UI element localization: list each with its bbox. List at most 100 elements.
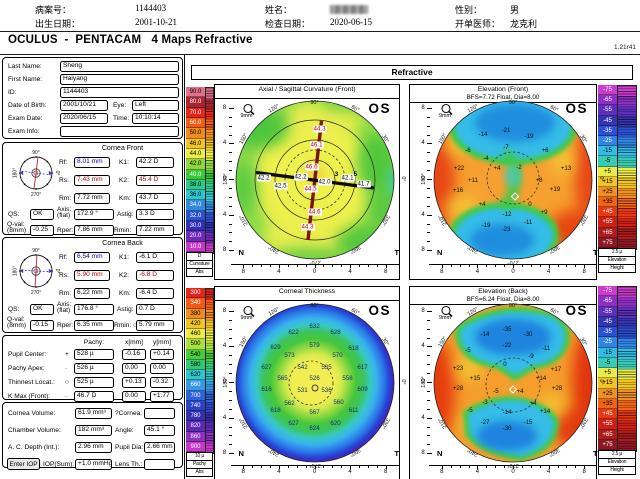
cornea-front-qval-label: Q-val: (8mm)	[7, 221, 26, 234]
eye-field[interactable]: Left	[132, 100, 179, 111]
chamber-row-value2[interactable]	[144, 459, 175, 470]
magnifier-icon[interactable]	[438, 103, 460, 119]
pachy-y-value[interactable]: +0.14	[150, 349, 174, 360]
pachy-value[interactable]: 46.7 D	[74, 391, 114, 402]
cornea-front-r-label: Rm:	[59, 195, 72, 202]
pachy-row-marker: ·	[65, 365, 68, 372]
time-field[interactable]: 10:10:14	[132, 113, 179, 124]
y-axis-tick	[228, 337, 232, 339]
chamber-row-label2: Angle:	[115, 427, 134, 434]
map-value-label: -14	[480, 331, 490, 338]
cornea-back-r-value[interactable]: 6.54 mm	[74, 252, 110, 263]
cornea-front-k-value[interactable]: 43.7 D	[136, 193, 174, 204]
cornea-back-axis-value[interactable]: 176.8 °	[74, 304, 114, 315]
x-axis-tick	[314, 264, 316, 268]
elevation-back-color-scale: -75 -65 -55 -45 -35 -25 -15 -5 +5 +15 +25 +35 +45 +55…	[598, 286, 637, 476]
chamber-row-value2[interactable]	[144, 408, 175, 419]
cornea-front-rper-value[interactable]: 7.86 mm	[74, 225, 114, 236]
y-axis-tick	[427, 187, 430, 189]
pachy-y-value[interactable]: -0.32	[150, 377, 174, 388]
cornea-back-astig-value[interactable]: 0.7 D	[136, 304, 174, 315]
map-overlay: OS 9mm N T 8 4 0 4 8 8 4 0 4 8 0° 30° 60° 90° 120° 150° 180°…	[215, 85, 406, 279]
cornea-back-astig-label: Astig:	[117, 306, 134, 313]
angle-label: 90°	[508, 303, 518, 309]
y-axis-tick	[228, 107, 234, 109]
exam-date-field[interactable]: 2020/06/15	[60, 113, 108, 124]
magnifier-icon[interactable]	[438, 305, 460, 321]
cornea-front-astig-value[interactable]: 3.3 D	[136, 209, 174, 220]
cornea-front-qs-value[interactable]: OK	[30, 209, 54, 220]
last-name-field[interactable]: Sheng	[60, 61, 179, 72]
y-axis-tick	[427, 310, 432, 312]
pachy-y-value[interactable]: 0.00	[150, 363, 174, 374]
cornea-back-k-value[interactable]: -6.1 D	[136, 252, 174, 263]
pachy-x-value[interactable]: +0.13	[122, 377, 146, 388]
cornea-back-qval-value[interactable]: -0.15	[30, 320, 54, 331]
scale-label: +15	[598, 176, 617, 187]
cornea-back-r-value[interactable]: 5.90 mm	[74, 270, 110, 281]
pachy-value[interactable]: 525 µ	[74, 377, 114, 388]
cornea-front-r-value[interactable]: 7.43 mm	[74, 175, 110, 186]
chamber-row-value[interactable]: +1.0 mmHg	[75, 459, 112, 470]
chamber-row-value2[interactable]: 2.66 mm	[144, 442, 175, 453]
pachy-x-value[interactable]: -0.16	[122, 349, 146, 360]
pachy-x-value[interactable]: 0.00	[122, 391, 146, 402]
cornea-front-r-value[interactable]: 7.72 mm	[74, 193, 110, 204]
enter-iop-button[interactable]: Enter IOP	[7, 458, 40, 470]
cornea-front-k-value[interactable]: 42.2 D	[136, 157, 174, 168]
id-field[interactable]: 1144403	[60, 87, 179, 98]
map-title-divider	[215, 300, 399, 301]
y-axis-tick	[427, 170, 430, 172]
magnifier-icon[interactable]	[240, 103, 262, 119]
y-axis-label: 4	[222, 140, 227, 147]
map-value-label: +15	[469, 375, 481, 382]
y-axis-tick	[427, 364, 430, 366]
scale-label: -65	[598, 95, 617, 106]
pachy-value[interactable]: 528 µ	[74, 349, 114, 360]
meridian-value-chip: 42.2	[293, 173, 308, 181]
tab-refractive[interactable]: Refractive	[191, 65, 633, 80]
scale-label: 46.0	[186, 138, 205, 149]
cornea-back-r-value[interactable]: 6.22 mm	[74, 288, 110, 299]
chamber-row-value2[interactable]: 45.1 °	[144, 425, 175, 436]
magnifier-icon[interactable]	[240, 305, 262, 321]
first-name-field[interactable]: Haiyang	[60, 74, 179, 85]
map-value-label: 620	[330, 420, 341, 427]
angle-label: 210°	[238, 213, 250, 226]
cornea-front-rmin-label: Rmin:	[114, 227, 132, 234]
chamber-row-value[interactable]: 2.96 mm	[75, 442, 112, 453]
chamber-row-value[interactable]: 182 mm³	[75, 425, 112, 436]
map-value-label: +14	[535, 375, 547, 382]
cornea-back-k-label: K2:	[119, 272, 129, 279]
y-axis-label: 4	[222, 343, 227, 350]
map-value-label: -2	[516, 164, 522, 171]
x-axis-label: 0	[511, 469, 515, 475]
cornea-back-rper-value[interactable]: 6.35 mm	[74, 320, 114, 331]
scale-label: -35	[598, 327, 617, 338]
scale-label: 42.0	[186, 159, 205, 170]
pachy-x-value[interactable]: 0.00	[122, 363, 146, 374]
cornea-back-qs-value[interactable]: OK	[30, 304, 54, 315]
cornea-back-k-value[interactable]: -6.8 D	[136, 270, 174, 281]
cornea-back-k-value[interactable]: -6.4 D	[136, 288, 174, 299]
dob-field[interactable]: 2001/10/21	[60, 100, 108, 111]
cornea-front-axis-value[interactable]: 172.9 °	[74, 209, 114, 220]
cornea-front-qval-value[interactable]: -0.25	[30, 225, 54, 236]
chamber-row-value[interactable]: 61.9 mm³	[75, 408, 112, 419]
physician-label: 开单医师：	[455, 19, 501, 29]
pachy-value[interactable]: 526 µ	[74, 363, 114, 374]
map-value-label: 627	[288, 420, 299, 427]
eye-side-os-label: OS	[565, 101, 588, 116]
scale-footer: Height	[598, 466, 636, 475]
curvature-map-disc	[235, 100, 394, 260]
scale-label: 32.0	[186, 210, 205, 222]
cornea-front-k-value[interactable]: 45.4 D	[136, 175, 174, 186]
pachy-y-value[interactable]: +1.77	[150, 391, 174, 402]
scale-label: +5	[598, 166, 617, 177]
exam-info-field[interactable]	[60, 126, 179, 137]
cornea-front-r-value[interactable]: 8.01 mm	[74, 157, 110, 168]
cornea-back-rmin-value[interactable]: 5.79 mm	[136, 320, 174, 331]
cornea-front-k-label: K2:	[119, 177, 129, 184]
eye-label: Eye:	[113, 102, 127, 109]
cornea-front-rmin-value[interactable]: 7.22 mm	[136, 225, 174, 236]
